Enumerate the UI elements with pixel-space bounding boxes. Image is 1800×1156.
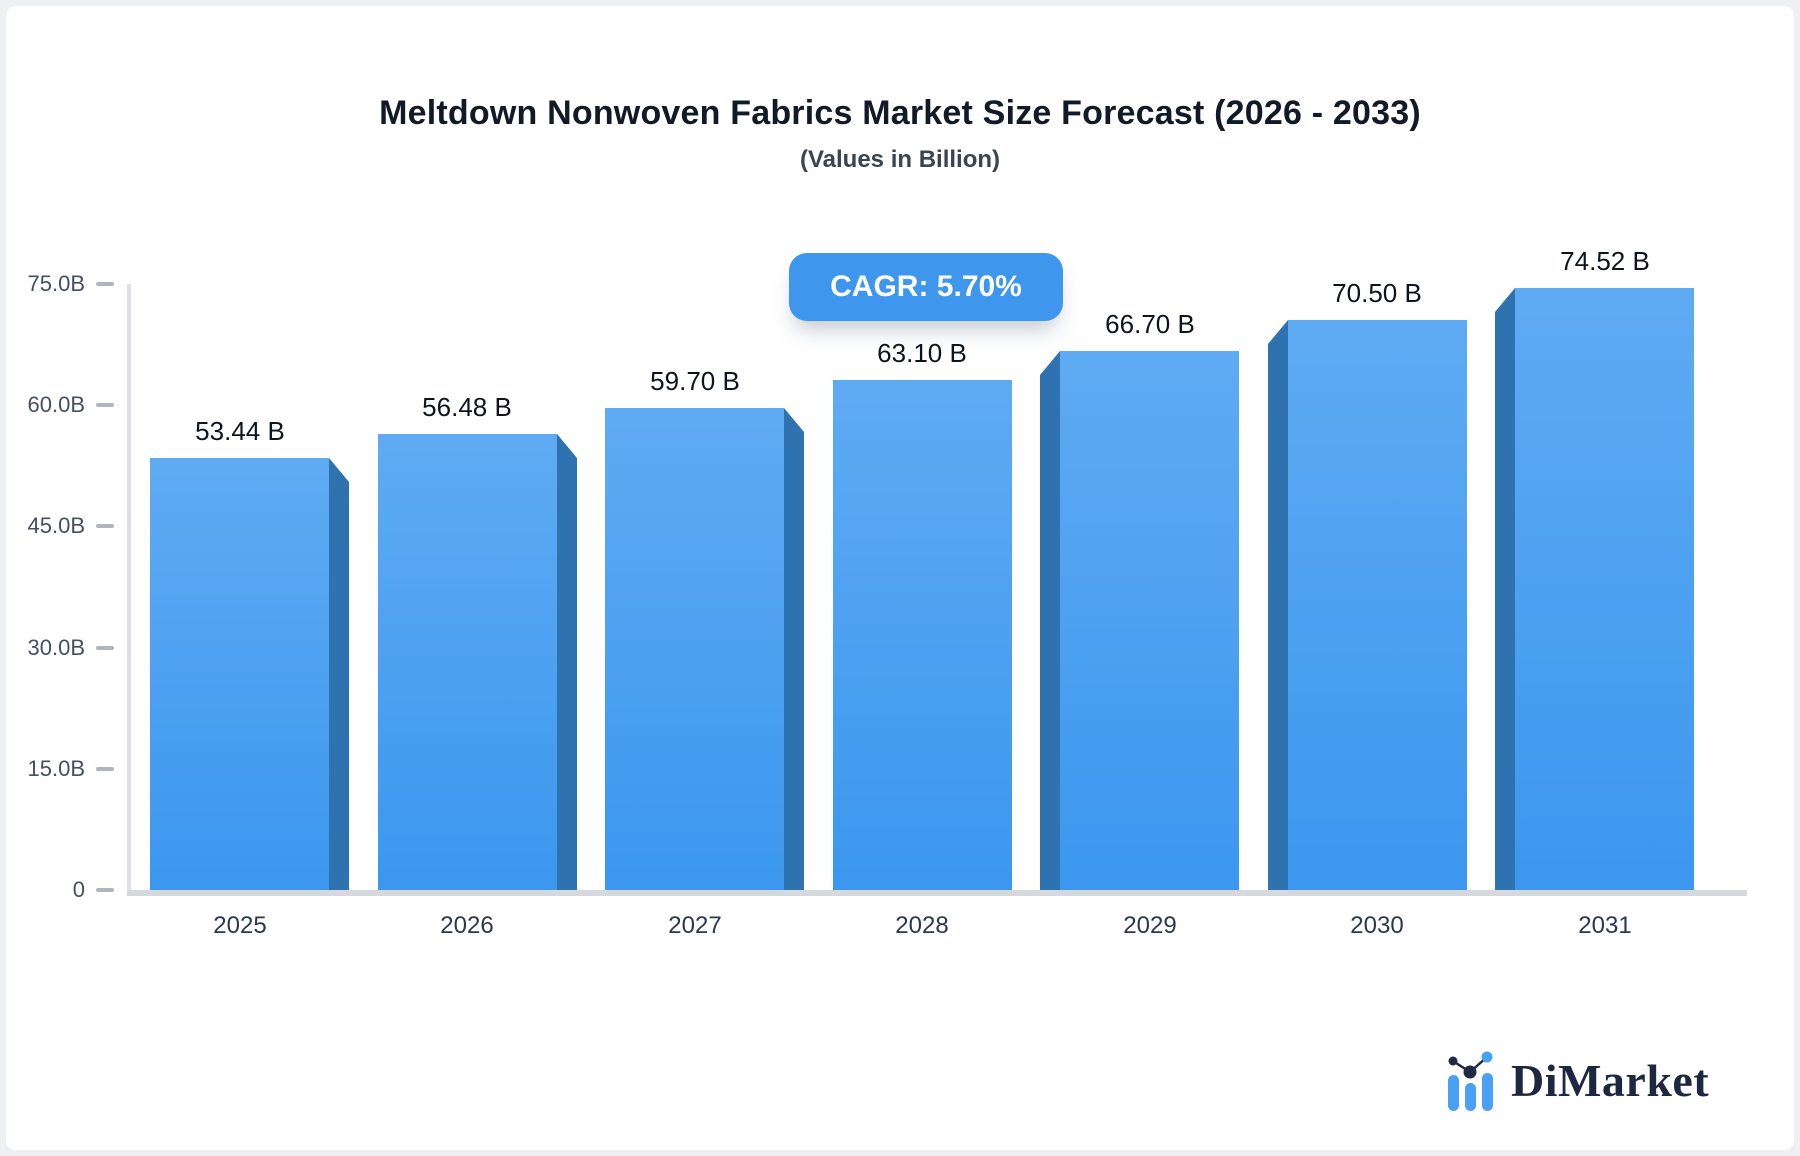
bar-front-face (1060, 351, 1239, 890)
y-axis-line (127, 284, 131, 890)
cagr-badge-label: CAGR: 5.70% (830, 270, 1022, 303)
bar-front-face (378, 434, 557, 890)
y-axis-tick-mark (96, 403, 114, 408)
y-axis-tick-mark (96, 524, 114, 529)
y-axis-tick-label: 75.0B (27, 271, 86, 296)
x-axis-baseline (127, 890, 1747, 896)
bar-value-label: 74.52 B (1560, 246, 1650, 276)
bar-2031 (1495, 288, 1694, 890)
x-axis-tick-label: 2025 (213, 912, 267, 939)
bar-front-face (150, 458, 329, 890)
y-axis-tick-mark (96, 282, 114, 286)
brand-logo: DiMarket (1445, 1045, 1709, 1115)
y-axis-tick-label: 45.0B (27, 513, 86, 539)
bar-2030 (1268, 320, 1467, 890)
x-axis-tick-label: 2029 (1123, 912, 1177, 939)
bar-value-label: 56.48 B (422, 392, 512, 422)
bar-value-label: 53.44 B (195, 416, 285, 446)
y-axis-tick-mark (96, 645, 114, 650)
bar-side-face (1268, 320, 1288, 890)
logo-text: DiMarket (1511, 1054, 1710, 1106)
y-axis-tick-label: 15.0B (27, 755, 86, 781)
bar-side-face (329, 458, 349, 890)
cagr-badge: CAGR: 5.70% (789, 253, 1063, 321)
y-axis-tick-mark (96, 888, 114, 892)
x-axis-tick-label: 2030 (1350, 912, 1404, 939)
bar-side-face (1040, 351, 1060, 890)
chart-subtitle: (Values in Billion) (799, 146, 1001, 173)
bar-value-label: 66.70 B (1105, 309, 1195, 339)
bar-side-face (1495, 288, 1515, 890)
bar-front-face (1515, 288, 1694, 890)
y-axis-tick-label: 30.0B (27, 634, 86, 660)
x-axis-tick-label: 2031 (1578, 912, 1632, 939)
y-axis-tick-mark (96, 766, 114, 771)
bar-side-face (557, 434, 577, 890)
y-axis-tick-label: 0 (72, 877, 85, 902)
bar-2027 (605, 408, 804, 890)
x-axis-tick-label: 2026 (440, 912, 494, 939)
logo-bar-line-chart-icon (1448, 1051, 1493, 1111)
bar-2029 (1040, 351, 1239, 890)
bar-2026 (378, 434, 577, 890)
bar-front-face (833, 380, 1012, 890)
bar-value-label: 70.50 B (1332, 278, 1422, 308)
bar-2025 (150, 458, 349, 890)
bar-value-label: 59.70 B (650, 366, 740, 396)
bar-side-face (784, 408, 804, 890)
chart-title: Meltdown Nonwoven Fabrics Market Size Fo… (379, 94, 1421, 132)
bar-2028 (833, 380, 1012, 890)
bar-front-face (605, 408, 784, 890)
y-axis-tick-label: 60.0B (27, 392, 86, 418)
bar-value-label: 63.10 B (877, 338, 967, 368)
x-axis-tick-label: 2028 (895, 912, 949, 939)
x-axis-tick-label: 2027 (668, 912, 722, 939)
bar-front-face (1288, 320, 1467, 890)
